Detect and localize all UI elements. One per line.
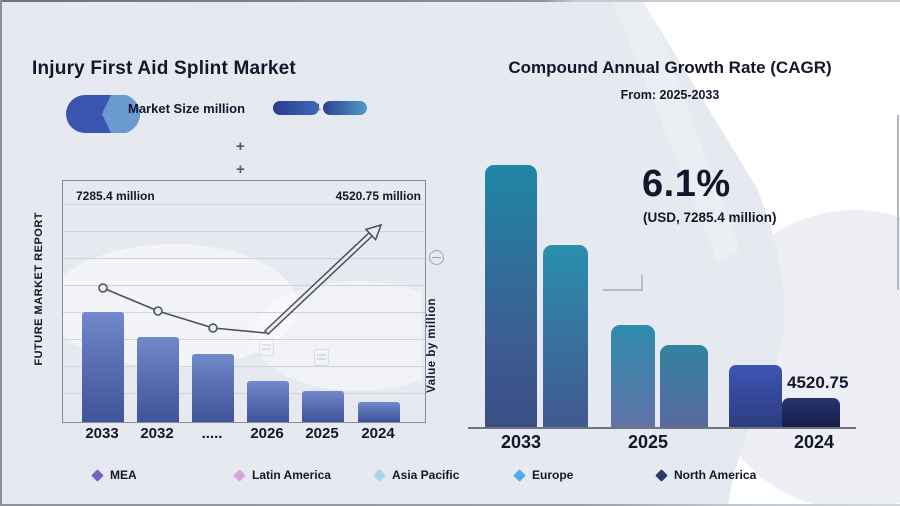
x-tick-label: 2025 [305, 425, 339, 442]
cagr-bar-0 [485, 165, 537, 428]
legend-pill-separator: 1 [316, 102, 322, 112]
cagr-bar-4 [729, 365, 782, 428]
cagr-subtitle: From: 2025-2033 [620, 88, 720, 102]
y-axis-label: Value by million [426, 298, 438, 393]
market-size-bar-2032 [137, 337, 179, 422]
cagr-detail: (USD, 7285.4 million) [643, 210, 777, 225]
gridline [63, 393, 425, 394]
x-axis-line-right [468, 427, 856, 429]
page-title: Injury First Aid Splint Market [32, 58, 296, 79]
legend-pill-2 [323, 101, 367, 115]
legend-item-latin-america: Latin America [233, 468, 331, 482]
legend-diamond-icon [91, 468, 104, 482]
x-tick-label: 2033 [500, 432, 542, 452]
legend-diamond-icon [373, 468, 386, 482]
x-tick-label: ..... [201, 425, 223, 442]
legend-item-label: North America [674, 468, 757, 482]
watermark-vertical-label: FUTURE MARKET REPORT [33, 212, 45, 366]
legend-diamond-icon [513, 468, 526, 482]
x-tick-label: 2025 [627, 432, 669, 452]
cagr-bar-3 [660, 345, 708, 428]
legend-item-label: MEA [110, 468, 137, 482]
trend-line-and-arrow [98, 223, 383, 336]
legend-item-label: Latin America [252, 468, 331, 482]
cagr-title: Compound Annual Growth Rate (CAGR) [508, 58, 832, 77]
gridline [63, 312, 425, 313]
cagr-value: 6.1% [642, 163, 731, 205]
value-annotation-2033: 7285.4 million [76, 189, 155, 203]
cagr-bar-5 [782, 398, 840, 428]
market-size-chart: 7285.4 million 4520.75 million [62, 180, 426, 423]
plus-mark-1: + [236, 138, 245, 155]
gridline [63, 231, 425, 232]
cagr-bar-2 [611, 325, 655, 428]
frame-border-left [0, 0, 2, 506]
gridline [63, 339, 425, 340]
market-size-bar-..... [192, 354, 234, 422]
x-tick-label: 2032 [140, 425, 174, 442]
market-size-bar-2025 [302, 391, 344, 422]
legend-pill-1 [273, 101, 319, 115]
legend-item-europe: Europe [513, 468, 574, 482]
plus-mark-2: + [236, 161, 245, 178]
gridline [63, 366, 425, 367]
document-icon [259, 339, 274, 356]
x-tick-label: 2024 [793, 432, 835, 452]
document-icon [314, 349, 329, 366]
x-tick-label: 2026 [250, 425, 284, 442]
legend-item-mea: MEA [91, 468, 137, 482]
legend-item-north-america: North America [655, 468, 757, 482]
legend-diamond-icon [233, 468, 246, 482]
market-size-bar-2033 [82, 312, 124, 422]
x-tick-label: 2033 [85, 425, 119, 442]
gridline [63, 204, 425, 205]
legend-item-asia-pacific: Asia Pacific [373, 468, 460, 482]
data-label-4520: 4520.75 [787, 373, 849, 392]
frame-border-right [897, 115, 899, 290]
minus-circle-icon [429, 250, 444, 265]
cagr-bar-1 [543, 245, 588, 428]
legend-item-label: Europe [532, 468, 574, 482]
frame-border-bottom [0, 504, 900, 506]
x-tick-label: 2024 [361, 425, 395, 442]
value-annotation-2024: 4520.75 million [335, 189, 421, 203]
market-size-bar-2024 [358, 402, 400, 422]
cylinder-icon [66, 95, 140, 133]
legend-diamond-icon [655, 468, 668, 482]
right-header: Compound Annual Growth Rate (CAGR) From:… [455, 58, 885, 102]
market-size-legend-label: Market Size million [128, 101, 246, 116]
step-corner-decor [603, 275, 643, 291]
gridline [63, 285, 425, 286]
frame-border-top [0, 0, 900, 2]
gridline [63, 258, 425, 259]
market-size-bar-2026 [247, 381, 289, 422]
legend-item-label: Asia Pacific [392, 468, 460, 482]
